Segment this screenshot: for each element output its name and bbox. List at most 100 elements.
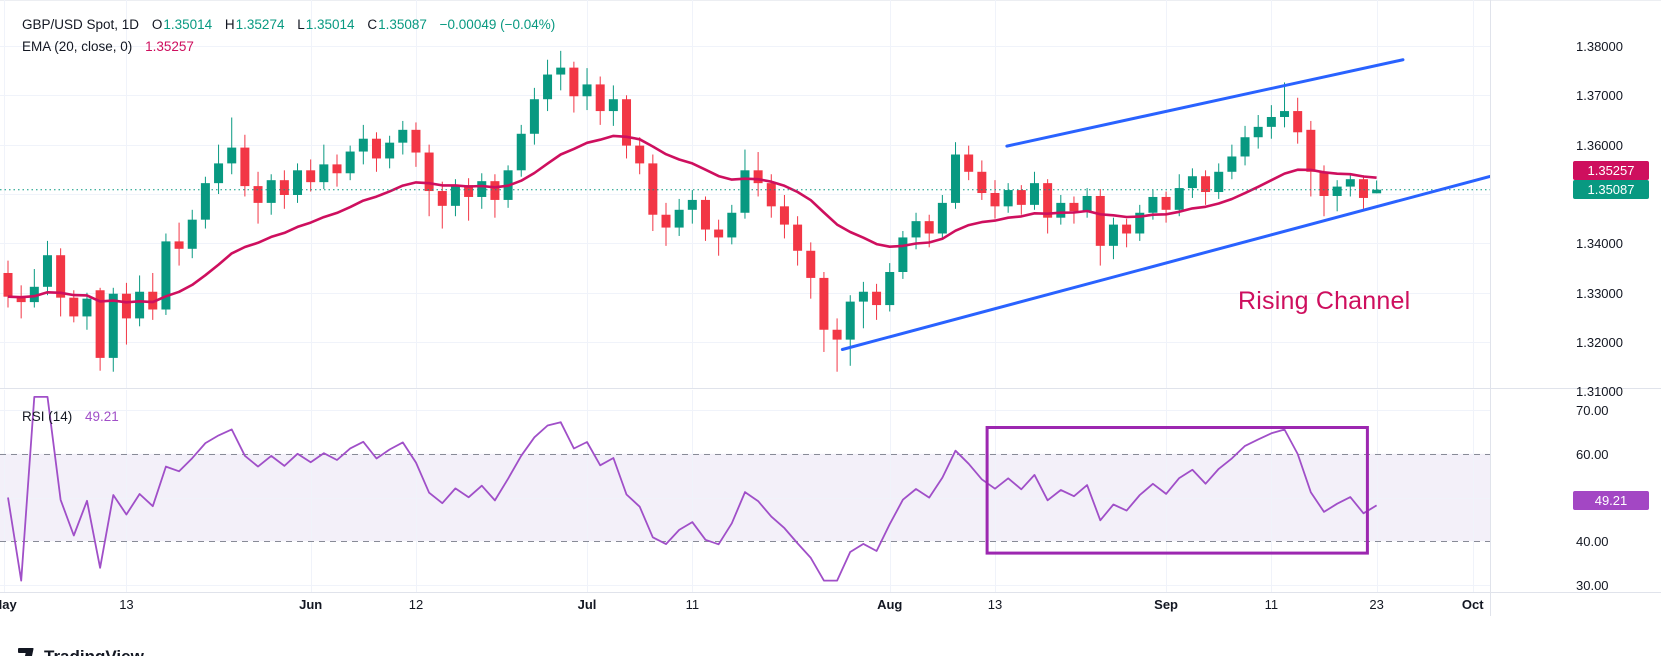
pane-divider[interactable] — [0, 388, 1661, 389]
rsi-grid — [0, 390, 1490, 592]
candle — [529, 87, 539, 145]
candle — [306, 159, 316, 192]
candle — [1253, 115, 1263, 149]
candle — [332, 154, 342, 187]
candle — [858, 281, 868, 329]
candle — [977, 160, 987, 200]
time-axis-month-label: Sep — [1154, 597, 1178, 612]
candle — [240, 134, 250, 197]
time-axis[interactable]: May 13 Jun 12 Jul 11 Aug 13 Sep 11 23 Oct — [0, 593, 1490, 616]
rsi-label: RSI (14) — [22, 409, 73, 424]
candle — [477, 173, 487, 209]
candle — [687, 190, 697, 224]
candle — [227, 117, 237, 175]
candle — [1240, 125, 1250, 166]
time-axis-day-label: 13 — [987, 597, 1003, 612]
candle — [1201, 170, 1211, 205]
chart-plot-area[interactable]: GBP/USD Spot, 1D O1.35014 H1.35274 L1.35… — [0, 0, 1490, 616]
candle — [635, 137, 645, 175]
tradingview-watermark[interactable]: TradingView — [18, 647, 144, 656]
symbol-legend-row[interactable]: GBP/USD Spot, 1D O1.35014 H1.35274 L1.35… — [22, 14, 555, 36]
candle — [595, 76, 605, 125]
open-value: 1.35014 — [163, 17, 213, 32]
candle — [42, 240, 52, 296]
price-axis[interactable]: 1.35257 1.35087 49.21 1.38000 1.37000 1.36… — [1491, 0, 1661, 616]
candle — [214, 144, 224, 194]
price-axis-label: 1.32000 — [1576, 335, 1623, 351]
time-axis-day-label: 11 — [1264, 597, 1279, 612]
candles-layer — [3, 50, 1382, 372]
ema-legend-row[interactable]: EMA (20, close, 0) 1.35257 — [22, 36, 555, 58]
candle — [964, 145, 974, 181]
rsi-analysis-box[interactable] — [985, 426, 1369, 555]
candle — [29, 269, 39, 308]
time-axis-month-label: Oct — [1461, 597, 1484, 612]
ema-line[interactable] — [7, 134, 1377, 304]
time-axis-month-label: Aug — [877, 597, 903, 612]
candle — [648, 154, 658, 232]
price-axis-label: 1.33000 — [1576, 285, 1623, 301]
candle — [740, 149, 750, 219]
candle — [3, 260, 13, 308]
high-letter: H — [224, 17, 235, 32]
close-value: 1.35087 — [378, 17, 427, 32]
candle — [148, 272, 158, 320]
candle — [819, 271, 829, 352]
candle — [16, 285, 26, 319]
ema-value: 1.35257 — [145, 39, 194, 54]
candle — [1174, 174, 1184, 217]
candle — [661, 202, 671, 246]
close-letter: C — [367, 17, 378, 32]
rsi-axis-label: 60.00 — [1576, 446, 1609, 462]
candle — [1135, 204, 1145, 241]
ema-price-badge: 1.35257 — [1573, 160, 1649, 180]
candle — [990, 180, 1000, 219]
candle — [1214, 163, 1224, 199]
candle — [187, 209, 197, 259]
candle — [516, 124, 526, 177]
candle — [1332, 180, 1342, 212]
chart-bottom-border — [0, 0, 1661, 1]
candle — [161, 233, 171, 315]
candle — [1358, 175, 1368, 209]
candle — [121, 282, 131, 345]
candle — [700, 196, 710, 241]
candle — [779, 194, 789, 239]
candle — [358, 124, 368, 165]
candle — [266, 174, 276, 215]
candle — [437, 181, 447, 229]
candle — [937, 194, 947, 240]
candle — [951, 142, 961, 209]
candle — [490, 174, 500, 218]
candle — [674, 198, 684, 236]
channel-upper-line[interactable] — [1005, 58, 1405, 148]
candle — [714, 219, 724, 256]
tradingview-logo-text: TradingView — [44, 647, 144, 656]
candle — [582, 68, 592, 111]
price-pane[interactable] — [0, 0, 1490, 388]
time-axis-day-label: 13 — [119, 597, 134, 612]
rising-channel-annotation[interactable]: Rising Channel — [1238, 287, 1411, 315]
time-axis-day-label: 11 — [685, 597, 700, 612]
candle — [793, 216, 803, 266]
channel-lower-line[interactable] — [840, 174, 1490, 351]
candle — [543, 59, 553, 112]
ema-label: EMA (20, close, 0) — [22, 39, 133, 54]
candle — [464, 178, 474, 221]
candle — [174, 222, 184, 266]
candle — [253, 171, 263, 224]
candle — [1227, 144, 1237, 180]
change-value: −0.00049 (−0.04%) — [439, 17, 556, 32]
candle — [1095, 189, 1105, 266]
rsi-line[interactable] — [7, 396, 1378, 582]
candle — [1043, 179, 1053, 234]
candle — [608, 85, 618, 126]
time-axis-month-label: Jun — [299, 597, 323, 612]
rsi-pane[interactable] — [0, 390, 1490, 592]
candle — [1069, 196, 1079, 224]
candle — [398, 120, 408, 155]
rsi-legend-row[interactable]: RSI (14) 49.21 — [22, 409, 119, 424]
candle — [885, 263, 895, 312]
price-axis-label: 1.31000 — [1576, 384, 1623, 400]
open-letter: O — [151, 17, 163, 32]
